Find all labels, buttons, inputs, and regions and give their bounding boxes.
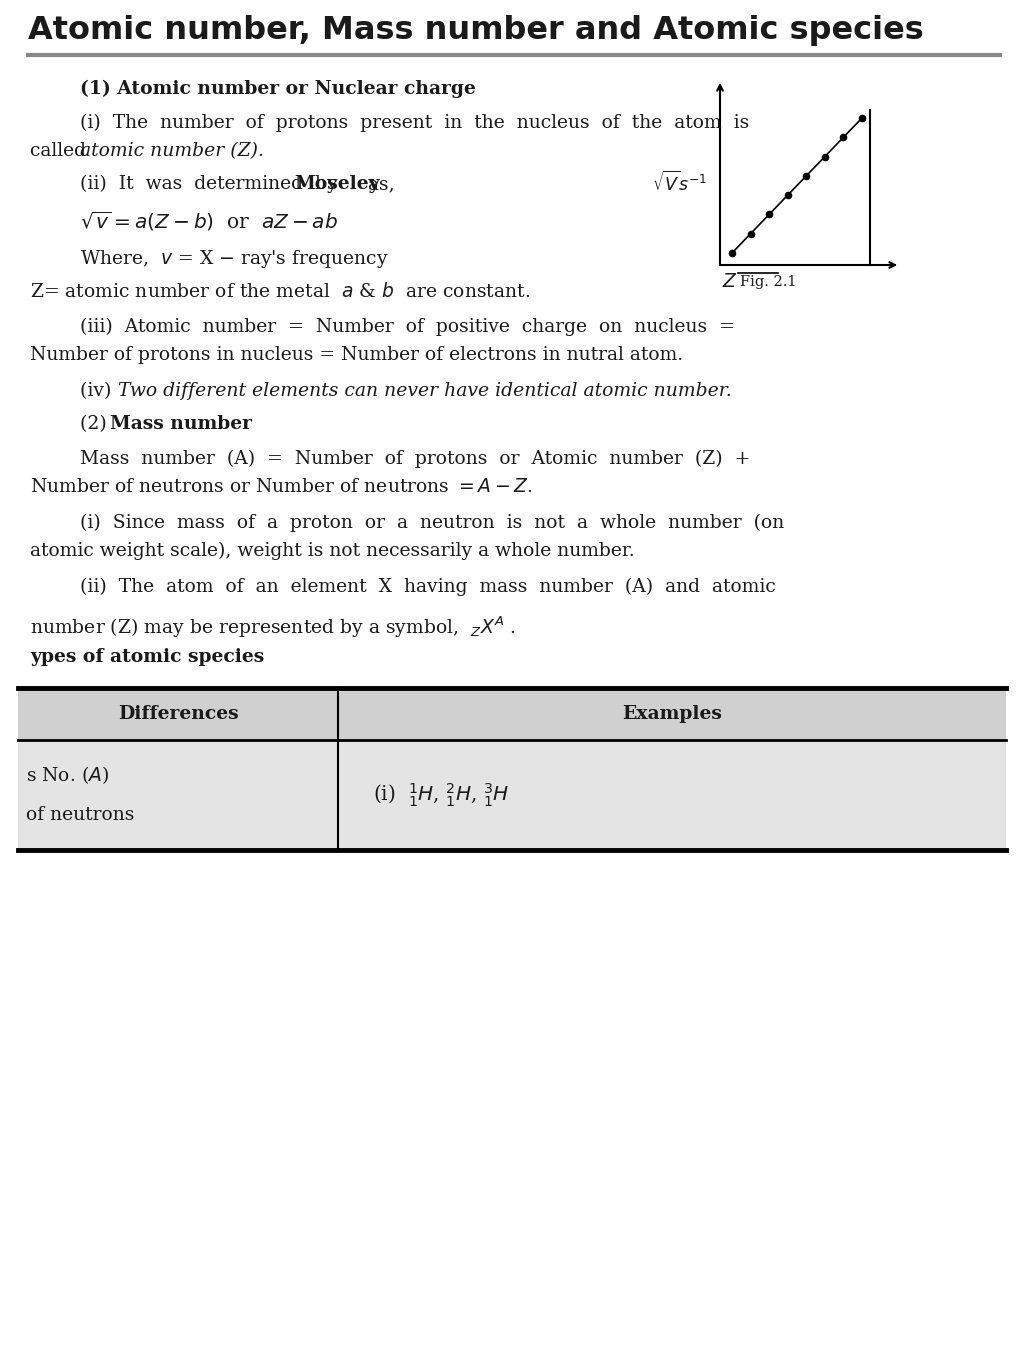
Bar: [18, 687, 1006, 740]
Point: [817, 146, 834, 167]
Text: Atomic number, Mass number and Atomic species: Atomic number, Mass number and Atomic sp…: [28, 15, 924, 46]
Text: Where,  $v$ = X $-$ ray's frequency: Where, $v$ = X $-$ ray's frequency: [80, 248, 389, 270]
Text: (ii)  It  was  determined  by: (ii) It was determined by: [80, 175, 344, 193]
Text: Z= atomic number of the metal  $a$ & $b$  are constant.: Z= atomic number of the metal $a$ & $b$ …: [30, 282, 530, 301]
Text: (2): (2): [80, 415, 113, 433]
Text: s No. ($A$): s No. ($A$): [26, 764, 110, 786]
Text: Moseley: Moseley: [294, 175, 380, 193]
Text: $Z$: $Z$: [722, 274, 737, 291]
Text: $\sqrt{v} = a(Z-b)$  or  $aZ - ab$: $\sqrt{v} = a(Z-b)$ or $aZ - ab$: [80, 210, 338, 233]
Text: (ii)  The  atom  of  an  element  X  having  mass  number  (A)  and  atomic: (ii) The atom of an element X having mas…: [80, 578, 776, 596]
Text: Number of neutrons or Number of neutrons $= A - Z$.: Number of neutrons or Number of neutrons…: [30, 479, 532, 496]
Text: called: called: [30, 142, 92, 160]
Text: of neutrons: of neutrons: [26, 806, 134, 824]
Text: Number of protons in nucleus = Number of electrons in nutral atom.: Number of protons in nucleus = Number of…: [30, 346, 683, 364]
Point: [854, 108, 870, 129]
Text: (iii)  Atomic  number  =  Number  of  positive  charge  on  nucleus  =: (iii) Atomic number = Number of positive…: [80, 318, 735, 336]
Point: [742, 222, 759, 244]
Text: Examples: Examples: [622, 705, 722, 723]
Text: (i)  $^{1}_{1}H$, $^{2}_{1}H$, $^{3}_{1}H$: (i) $^{1}_{1}H$, $^{2}_{1}H$, $^{3}_{1}H…: [373, 782, 510, 809]
Text: $\sqrt{V}s^{-1}$: $\sqrt{V}s^{-1}$: [652, 170, 708, 194]
Point: [779, 185, 796, 206]
Text: atomic number (Z).: atomic number (Z).: [80, 142, 264, 160]
Text: (iv): (iv): [80, 381, 118, 400]
Point: [724, 243, 740, 264]
Text: as,: as,: [356, 175, 394, 193]
Text: Differences: Differences: [118, 705, 239, 723]
Text: ypes of atomic species: ypes of atomic species: [30, 648, 264, 666]
Text: Fig. 2.1: Fig. 2.1: [740, 275, 797, 288]
Text: (1) Atomic number or Nuclear charge: (1) Atomic number or Nuclear charge: [80, 80, 476, 98]
Point: [761, 204, 777, 225]
Point: [798, 164, 814, 186]
Text: Mass number: Mass number: [110, 415, 252, 433]
Point: [836, 127, 852, 148]
Text: (i)  Since  mass  of  a  proton  or  a  neutron  is  not  a  whole  number  (on: (i) Since mass of a proton or a neutron …: [80, 514, 784, 532]
Text: (i)  The  number  of  protons  present  in  the  nucleus  of  the  atom  is: (i) The number of protons present in the…: [80, 115, 750, 132]
Text: atomic weight scale), weight is not necessarily a whole number.: atomic weight scale), weight is not nece…: [30, 542, 635, 561]
Text: number (Z) may be represented by a symbol,  $_{Z}X^{A}$ .: number (Z) may be represented by a symbo…: [30, 615, 516, 640]
Bar: [18, 687, 1006, 851]
Text: Mass  number  (A)  =  Number  of  protons  or  Atomic  number  (Z)  +: Mass number (A) = Number of protons or A…: [80, 450, 751, 468]
Text: Two different elements can never have identical atomic number.: Two different elements can never have id…: [118, 381, 732, 400]
